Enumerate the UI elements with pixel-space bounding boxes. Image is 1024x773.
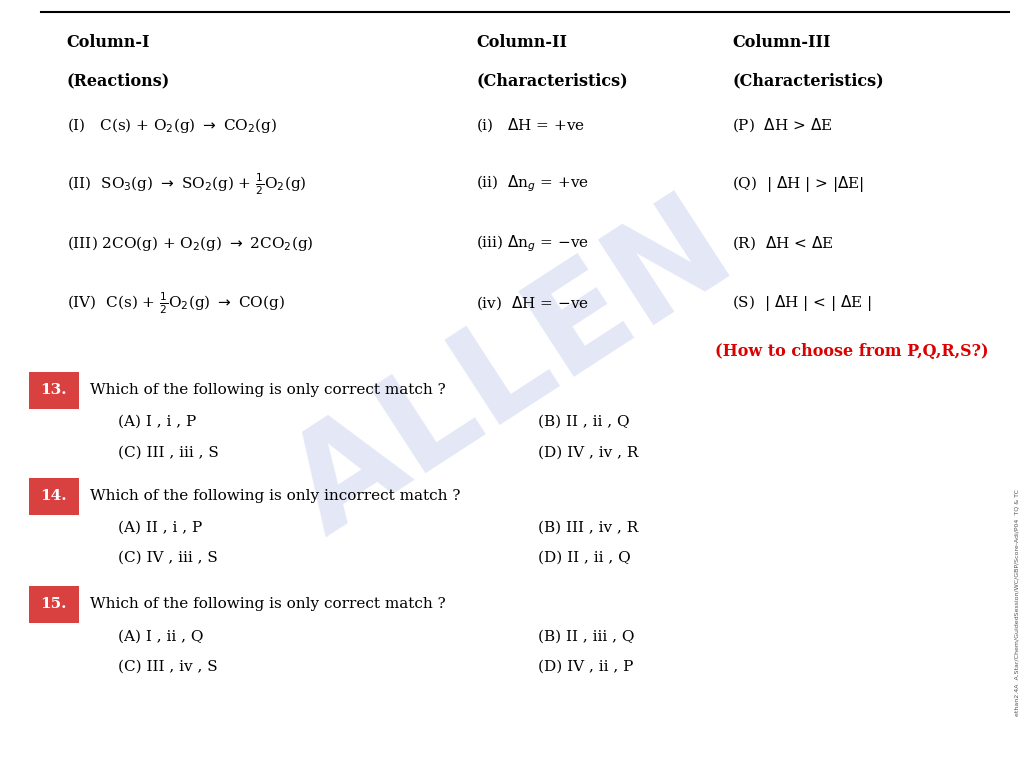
FancyBboxPatch shape: [29, 586, 79, 623]
Text: Which of the following is only correct match ?: Which of the following is only correct m…: [90, 598, 445, 611]
Text: (C) III , iv , S: (C) III , iv , S: [118, 659, 217, 673]
FancyBboxPatch shape: [29, 372, 79, 409]
Text: Column-III: Column-III: [732, 34, 830, 51]
Text: (S)  | $\Delta$H | < | $\Delta$E |: (S) | $\Delta$H | < | $\Delta$E |: [732, 293, 872, 313]
Text: (Q)  | $\Delta$H | > |$\Delta$E|: (Q) | $\Delta$H | > |$\Delta$E|: [732, 174, 864, 194]
Text: (C) III , iii , S: (C) III , iii , S: [118, 445, 218, 459]
Text: (Reactions): (Reactions): [67, 73, 170, 90]
Text: 13.: 13.: [40, 383, 68, 397]
Text: (i)   $\Delta$H = +ve: (i) $\Delta$H = +ve: [476, 117, 586, 134]
Text: (II)  SO$_3$(g) $\rightarrow$ SO$_2$(g) + $\frac{1}{2}$O$_2$(g): (II) SO$_3$(g) $\rightarrow$ SO$_2$(g) +…: [67, 171, 306, 197]
Text: (Characteristics): (Characteristics): [732, 73, 884, 90]
Text: (B) II , iii , Q: (B) II , iii , Q: [538, 629, 634, 643]
Text: (ii)  $\Delta$n$_g$ = +ve: (ii) $\Delta$n$_g$ = +ve: [476, 174, 589, 194]
Text: (P)  $\Delta$H > $\Delta$E: (P) $\Delta$H > $\Delta$E: [732, 117, 833, 134]
Text: (D) IV , ii , P: (D) IV , ii , P: [538, 659, 633, 673]
Text: (iv)  $\Delta$H = −ve: (iv) $\Delta$H = −ve: [476, 295, 589, 312]
Text: Column-I: Column-I: [67, 34, 151, 51]
Text: (iii) $\Delta$n$_g$ = −ve: (iii) $\Delta$n$_g$ = −ve: [476, 233, 589, 254]
Text: ALLEN: ALLEN: [267, 179, 757, 563]
Text: (How to choose from P,Q,R,S?): (How to choose from P,Q,R,S?): [715, 343, 988, 360]
Text: (I)   C(s) + O$_2$(g) $\rightarrow$ CO$_2$(g): (I) C(s) + O$_2$(g) $\rightarrow$ CO$_2$…: [67, 116, 276, 135]
Text: Which of the following is only incorrect match ?: Which of the following is only incorrect…: [90, 489, 461, 503]
Text: (Characteristics): (Characteristics): [476, 73, 628, 90]
Text: (D) II , ii , Q: (D) II , ii , Q: [538, 551, 631, 565]
Text: (C) IV , iii , S: (C) IV , iii , S: [118, 551, 217, 565]
Text: (III) 2CO(g) + O$_2$(g) $\rightarrow$ 2CO$_2$(g): (III) 2CO(g) + O$_2$(g) $\rightarrow$ 2C…: [67, 234, 313, 253]
Text: (D) IV , iv , R: (D) IV , iv , R: [538, 445, 638, 459]
Text: (B) III , iv , R: (B) III , iv , R: [538, 521, 638, 535]
Text: (R)  $\Delta$H < $\Delta$E: (R) $\Delta$H < $\Delta$E: [732, 235, 834, 252]
FancyBboxPatch shape: [29, 478, 79, 515]
Text: (A) I , i , P: (A) I , i , P: [118, 415, 196, 429]
Text: (IV)  C(s) + $\frac{1}{2}$O$_2$(g) $\rightarrow$ CO(g): (IV) C(s) + $\frac{1}{2}$O$_2$(g) $\righ…: [67, 290, 285, 316]
Text: (A) II , i , P: (A) II , i , P: [118, 521, 202, 535]
Text: (B) II , ii , Q: (B) II , ii , Q: [538, 415, 629, 429]
Text: ethan2.4A  A.Star/Chem/GuidedSession/WC/GBP/Score-Adi/P04  TQ & TC: ethan2.4A A.Star/Chem/GuidedSession/WC/G…: [1015, 489, 1019, 717]
Text: 14.: 14.: [40, 489, 68, 503]
Text: Which of the following is only correct match ?: Which of the following is only correct m…: [90, 383, 445, 397]
Text: (A) I , ii , Q: (A) I , ii , Q: [118, 629, 203, 643]
Text: 15.: 15.: [41, 598, 67, 611]
Text: Column-II: Column-II: [476, 34, 567, 51]
